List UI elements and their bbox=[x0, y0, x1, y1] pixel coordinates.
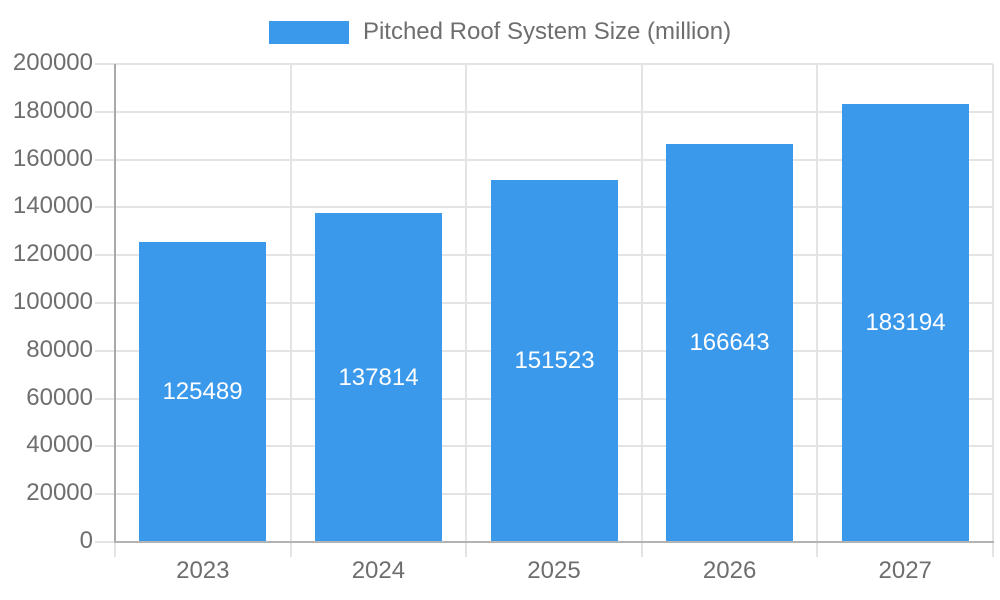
y-tick bbox=[95, 493, 115, 496]
y-tick bbox=[95, 254, 115, 257]
x-tick-label: 2025 bbox=[527, 557, 581, 584]
bar: 183194 bbox=[842, 104, 969, 542]
y-tick-label: 200000 bbox=[12, 48, 93, 76]
x-tick bbox=[640, 543, 643, 557]
gridline-v bbox=[289, 64, 292, 542]
bar: 166643 bbox=[666, 144, 793, 542]
y-tick bbox=[95, 541, 115, 543]
y-tick-label: 80000 bbox=[26, 335, 93, 363]
y-tick-label: 60000 bbox=[26, 383, 93, 411]
y-tick bbox=[95, 63, 115, 65]
bar-value-label: 166643 bbox=[689, 329, 770, 356]
legend[interactable]: Pitched Roof System Size (million) bbox=[0, 14, 1000, 50]
gridline-v bbox=[640, 64, 643, 542]
gridline-h bbox=[115, 110, 993, 113]
y-tick-label: 40000 bbox=[26, 431, 93, 459]
y-tick-label: 20000 bbox=[26, 479, 93, 507]
gridline-h bbox=[115, 63, 993, 65]
y-tick bbox=[95, 397, 115, 400]
y-tick-label: 100000 bbox=[12, 287, 93, 315]
y-tick-label: 0 bbox=[79, 526, 93, 554]
y-tick bbox=[95, 302, 115, 304]
y-tick-label: 120000 bbox=[12, 240, 93, 268]
bar-value-label: 151523 bbox=[514, 347, 595, 374]
legend-label: Pitched Roof System Size (million) bbox=[362, 18, 732, 45]
y-axis-line bbox=[114, 64, 116, 542]
x-tick bbox=[289, 543, 292, 557]
bar: 151523 bbox=[491, 180, 618, 542]
x-tick-label: 2023 bbox=[176, 557, 230, 584]
x-tick bbox=[816, 543, 819, 557]
y-tick bbox=[95, 349, 115, 352]
x-tick bbox=[992, 543, 994, 557]
y-tick bbox=[95, 445, 115, 448]
bar-value-label: 183194 bbox=[865, 309, 946, 336]
plot-area: 125489 137814 151523 166643 183194 bbox=[115, 63, 994, 542]
y-tick bbox=[95, 206, 115, 209]
y-tick bbox=[95, 110, 115, 113]
y-tick-label: 160000 bbox=[12, 144, 93, 172]
y-tick bbox=[95, 158, 115, 161]
x-tick bbox=[465, 543, 468, 557]
x-axis-line bbox=[114, 541, 994, 543]
x-tick-label: 2024 bbox=[351, 557, 406, 584]
x-tick bbox=[114, 543, 116, 557]
bar-value-label: 125489 bbox=[162, 378, 243, 405]
x-tick-label: 2027 bbox=[878, 557, 932, 584]
legend-swatch bbox=[268, 20, 349, 44]
bar: 125489 bbox=[139, 242, 266, 542]
bar-value-label: 137814 bbox=[338, 363, 419, 391]
y-tick-label: 180000 bbox=[12, 96, 93, 124]
gridline-v bbox=[465, 64, 468, 542]
gridline-v bbox=[816, 64, 819, 542]
gridline-h bbox=[115, 158, 993, 161]
gridline-v bbox=[992, 64, 994, 542]
x-tick-label: 2026 bbox=[702, 557, 757, 584]
y-tick-label: 140000 bbox=[12, 192, 93, 220]
bar: 137814 bbox=[315, 213, 442, 542]
